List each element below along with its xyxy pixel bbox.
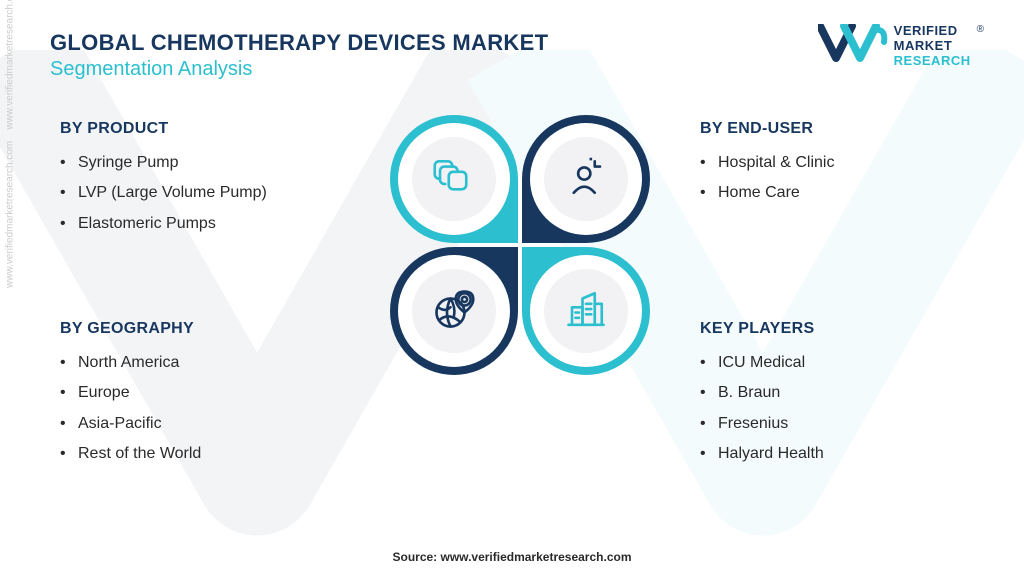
list-item: Fresenius xyxy=(700,409,940,439)
segment-key-players: KEY PLAYERS ICU Medical B. Braun Freseni… xyxy=(700,320,940,470)
logo-text: VERIFIED MARKET RESEARCH xyxy=(894,24,971,69)
segment-product: BY PRODUCT Syringe Pump LVP (Large Volum… xyxy=(60,120,300,239)
segment-list: North America Europe Asia-Pacific Rest o… xyxy=(60,348,300,470)
segment-title: BY END-USER xyxy=(700,120,940,138)
list-item: Home Care xyxy=(700,178,940,208)
logo-mark-icon xyxy=(818,24,888,68)
list-item: Asia-Pacific xyxy=(60,409,300,439)
segment-title: BY PRODUCT xyxy=(60,120,300,138)
list-item: Rest of the World xyxy=(60,439,300,469)
petal-geography xyxy=(390,247,518,375)
buildings-icon xyxy=(565,288,607,335)
list-item: Hospital & Clinic xyxy=(700,148,940,178)
segment-list: Syringe Pump LVP (Large Volume Pump) Ela… xyxy=(60,148,300,239)
petal-product xyxy=(390,115,518,243)
list-item: LVP (Large Volume Pump) xyxy=(60,178,300,208)
person-icon xyxy=(565,156,607,203)
segment-end-user: BY END-USER Hospital & Clinic Home Care xyxy=(700,120,940,209)
registered-mark: ® xyxy=(977,24,984,35)
list-item: Halyard Health xyxy=(700,439,940,469)
list-item: Europe xyxy=(60,378,300,408)
list-item: B. Braun xyxy=(700,378,940,408)
list-item: Syringe Pump xyxy=(60,148,300,178)
list-item: ICU Medical xyxy=(700,348,940,378)
title-main: GLOBAL CHEMOTHERAPY DEVICES MARKET xyxy=(50,30,548,56)
layers-icon xyxy=(433,156,475,203)
segment-title: BY GEOGRAPHY xyxy=(60,320,300,338)
source-footer: Source: www.verifiedmarketresearch.com xyxy=(0,550,1024,564)
segment-list: Hospital & Clinic Home Care xyxy=(700,148,940,209)
brand-logo: VERIFIED MARKET RESEARCH ® xyxy=(818,24,984,69)
segment-list: ICU Medical B. Braun Fresenius Halyard H… xyxy=(700,348,940,470)
segment-title: KEY PLAYERS xyxy=(700,320,940,338)
title-sub: Segmentation Analysis xyxy=(50,58,548,81)
side-watermark: www.verifiedmarketresearch.com www.verif… xyxy=(5,0,16,288)
segment-geography: BY GEOGRAPHY North America Europe Asia-P… xyxy=(60,320,300,470)
petal-end-user xyxy=(522,115,650,243)
page-title: GLOBAL CHEMOTHERAPY DEVICES MARKET Segme… xyxy=(50,30,548,81)
petal-key-players xyxy=(522,247,650,375)
petal-diagram xyxy=(390,115,650,515)
globe-pin-icon xyxy=(433,288,475,335)
list-item: North America xyxy=(60,348,300,378)
list-item: Elastomeric Pumps xyxy=(60,209,300,239)
